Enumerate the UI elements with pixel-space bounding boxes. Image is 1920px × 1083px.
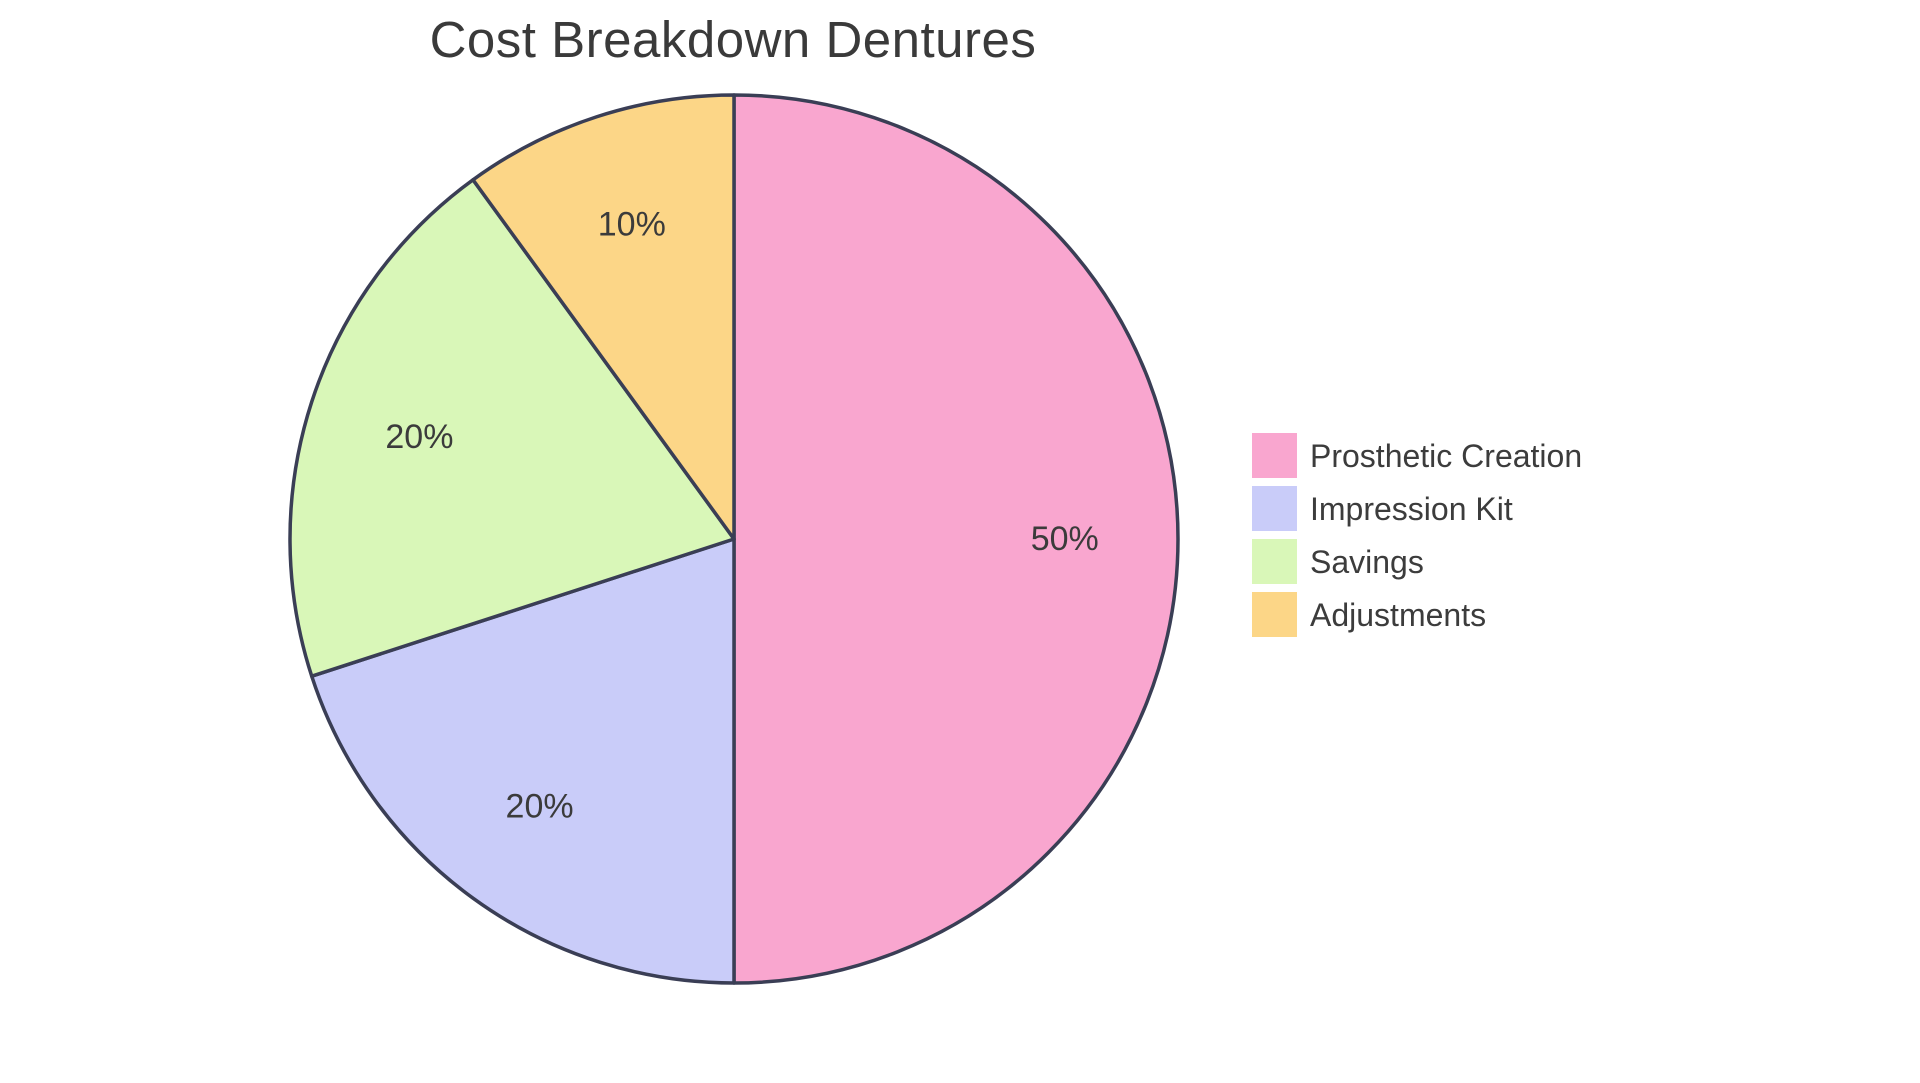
- legend-label-savings: Savings: [1310, 543, 1424, 580]
- legend-item-adjustments: Adjustments: [1252, 592, 1582, 637]
- legend-label-adjustments: Adjustments: [1310, 596, 1487, 633]
- pie-slice-savings: [288, 178, 736, 678]
- pie-slices: [288, 93, 1180, 985]
- pie-percentage-labels: 50% 20% 20% 10%: [385, 205, 1098, 825]
- legend-swatch-impression-kit: [1252, 486, 1297, 531]
- legend-item-prosthetic-creation: Prosthetic Creation: [1252, 433, 1582, 478]
- pct-label-prosthetic-creation: 50%: [1031, 520, 1099, 558]
- pie-slice-impression-kit: [309, 537, 736, 985]
- legend-item-savings: Savings: [1252, 539, 1582, 584]
- legend-label-impression-kit: Impression Kit: [1310, 490, 1513, 527]
- legend-swatch-savings: [1252, 539, 1297, 584]
- pie-slice-prosthetic-creation: [732, 93, 1180, 985]
- legend-item-impression-kit: Impression Kit: [1252, 486, 1582, 531]
- legend-swatch-prosthetic-creation: [1252, 433, 1297, 478]
- pie-slice-adjustments: [471, 93, 736, 541]
- chart-title: Cost Breakdown Dentures: [429, 11, 1037, 68]
- legend-label-prosthetic-creation: Prosthetic Creation: [1310, 437, 1583, 474]
- legend-swatch-adjustments: [1252, 592, 1297, 637]
- legend: Prosthetic Creation Impression Kit Savin…: [1252, 433, 1582, 637]
- pct-label-adjustments: 10%: [598, 205, 666, 243]
- pct-label-impression-kit: 20%: [506, 788, 574, 826]
- pct-label-savings: 20%: [385, 418, 453, 456]
